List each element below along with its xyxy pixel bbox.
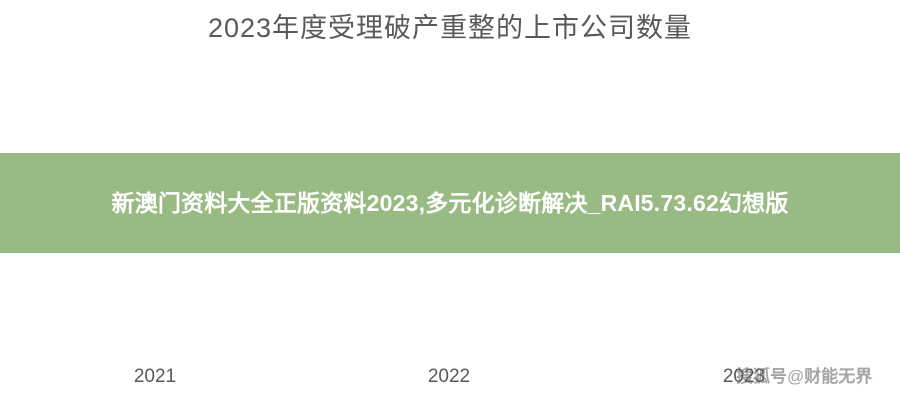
overlay-banner-text: 新澳门资料大全正版资料2023,多元化诊断解决_RAI5.73.62幻想版 xyxy=(111,190,789,216)
chart-title: 2023年度受理破产重整的上市公司数量 xyxy=(207,13,693,43)
watermark-prefix: 搜狐号 xyxy=(736,367,787,386)
x-axis-label-2021: 2021 xyxy=(133,366,177,387)
bar-2023: 16 xyxy=(700,84,793,386)
x-axis-label-2022: 2022 xyxy=(427,366,471,387)
watermark-at-symbol: @ xyxy=(787,367,805,386)
overlay-banner: 新澳门资料大全正版资料2023,多元化诊断解决_RAI5.73.62幻想版 xyxy=(0,153,900,253)
watermark-suffix: 财能无界 xyxy=(804,367,873,386)
watermark: 搜狐号@财能无界 xyxy=(736,362,872,387)
bar-2021: 15 xyxy=(110,101,200,386)
bar-value-label: 15 xyxy=(143,363,167,386)
bar-2022: 10 xyxy=(404,196,494,386)
x-axis-label-2023: 2023 xyxy=(722,366,766,387)
bar-value-label: 10 xyxy=(437,363,461,386)
bar-value-label: 16 xyxy=(734,363,759,386)
